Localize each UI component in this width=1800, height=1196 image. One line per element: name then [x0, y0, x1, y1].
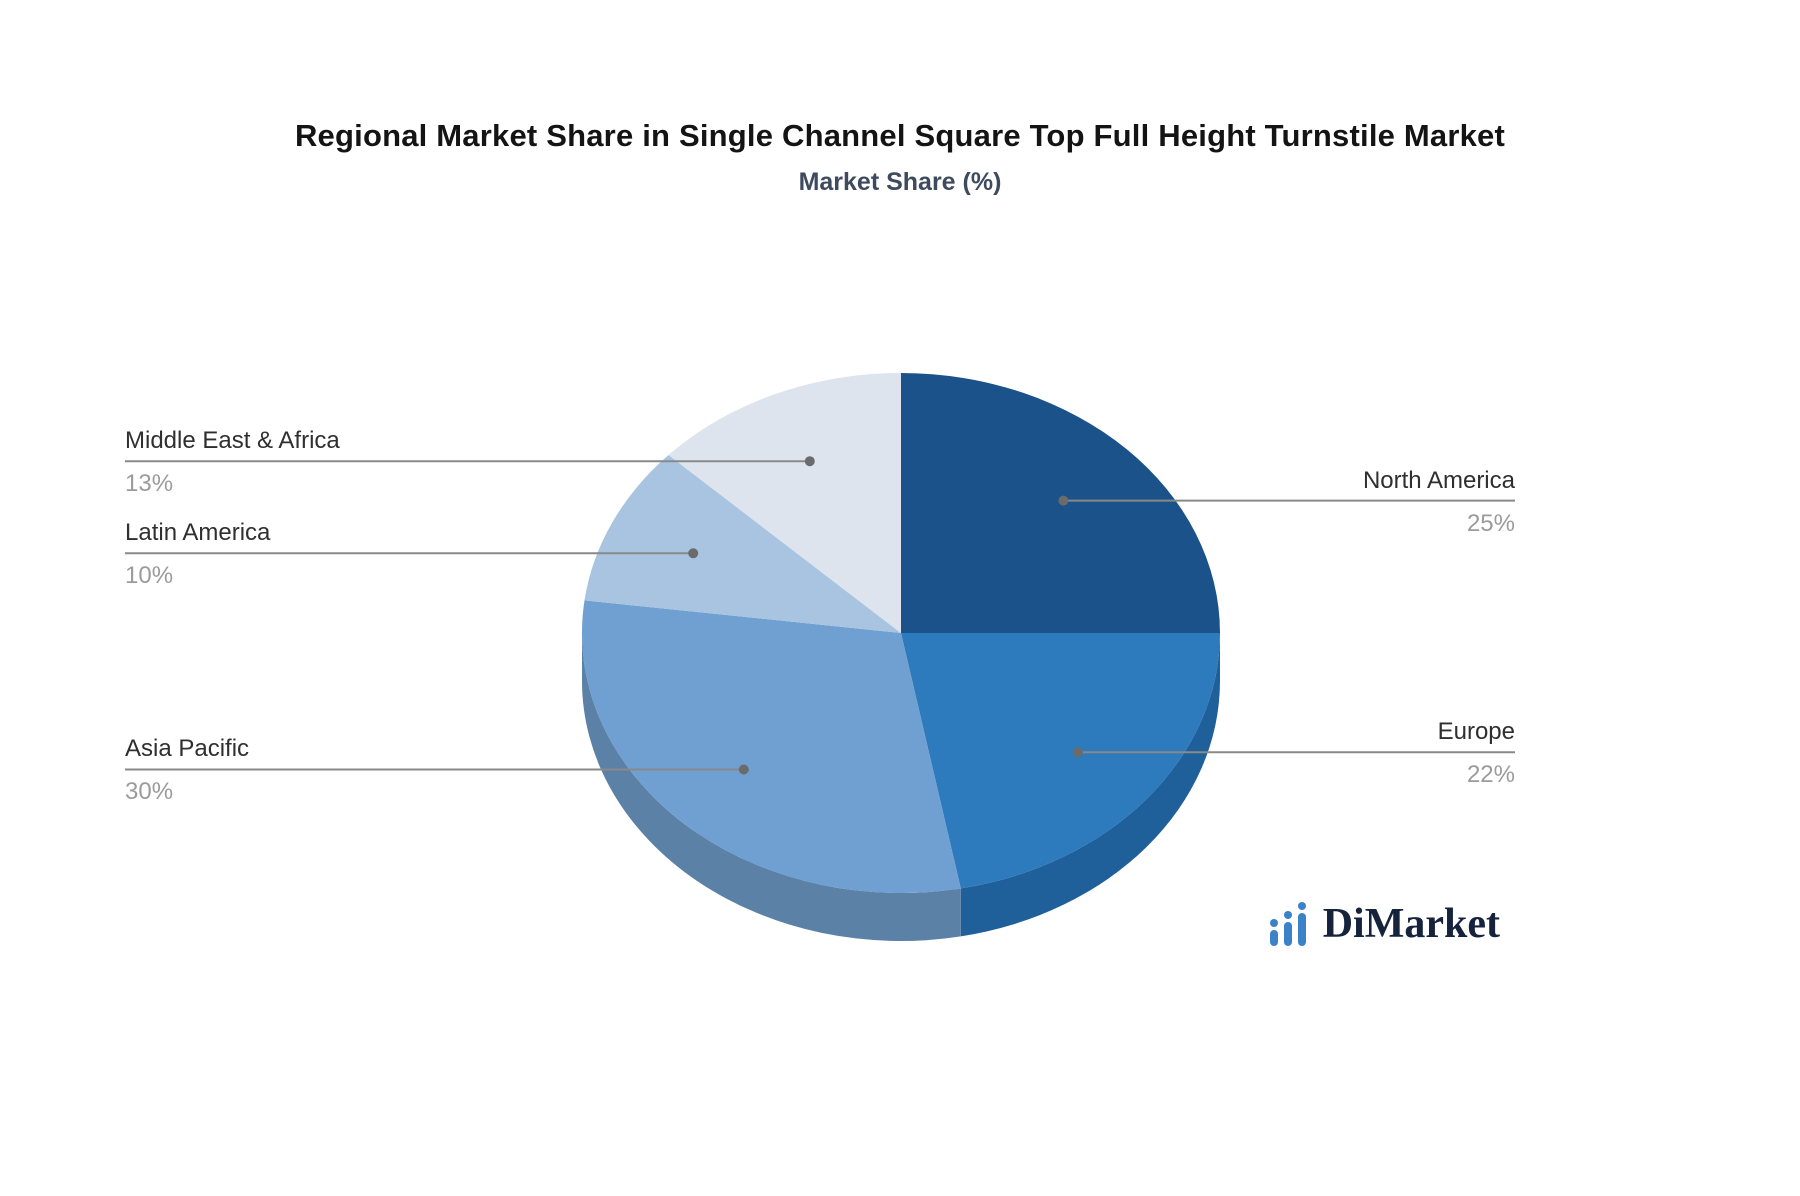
pie-slice-asia-pacific[interactable]: [581, 600, 961, 894]
logo-bar: [1297, 913, 1306, 946]
pie-slice-europe[interactable]: [901, 633, 1220, 889]
logo-bar: [1269, 930, 1278, 946]
leader-dot-middle-east-africa: [804, 456, 815, 467]
leader-dot-europe: [1073, 747, 1083, 758]
bar-chart-icon: [1269, 902, 1306, 946]
brand-logo-text: DiMarket: [1322, 901, 1500, 947]
callout-name-europe: Europe: [1437, 718, 1515, 746]
logo-bar-dot: [1283, 911, 1292, 919]
callout-name-middle-east-africa: Middle East & Africa: [125, 427, 340, 455]
callout-value-north-america: 25%: [1466, 509, 1515, 537]
logo-bar-dot: [1269, 919, 1278, 927]
pie-slice-latin-america[interactable]: [584, 455, 902, 633]
callout-name-latin-america: Latin America: [125, 519, 271, 547]
brand-logo: DiMarket: [1269, 898, 1500, 950]
leader-dot-asia-pacific: [738, 764, 749, 775]
callout-value-asia-pacific: 30%: [125, 778, 174, 806]
pie-slice-middle-east-africa[interactable]: [668, 373, 902, 633]
chart-title: Regional Market Share in Single Channel …: [294, 118, 1506, 153]
chart-subtitle: Market Share (%): [798, 168, 1002, 196]
callout-value-europe: 22%: [1466, 761, 1515, 789]
logo-bar: [1283, 922, 1292, 946]
pie-side-europe: [960, 633, 1220, 937]
callout-value-middle-east-africa: 13%: [125, 470, 174, 498]
pie-side-asia-pacific: [582, 633, 961, 942]
callout-name-north-america: North America: [1362, 466, 1515, 494]
leader-dot-latin-america: [688, 548, 699, 559]
callout-value-latin-america: 10%: [125, 562, 174, 590]
leader-dot-north-america: [1058, 495, 1069, 506]
callout-name-asia-pacific: Asia Pacific: [125, 735, 250, 763]
logo-bar-dot: [1297, 902, 1306, 910]
